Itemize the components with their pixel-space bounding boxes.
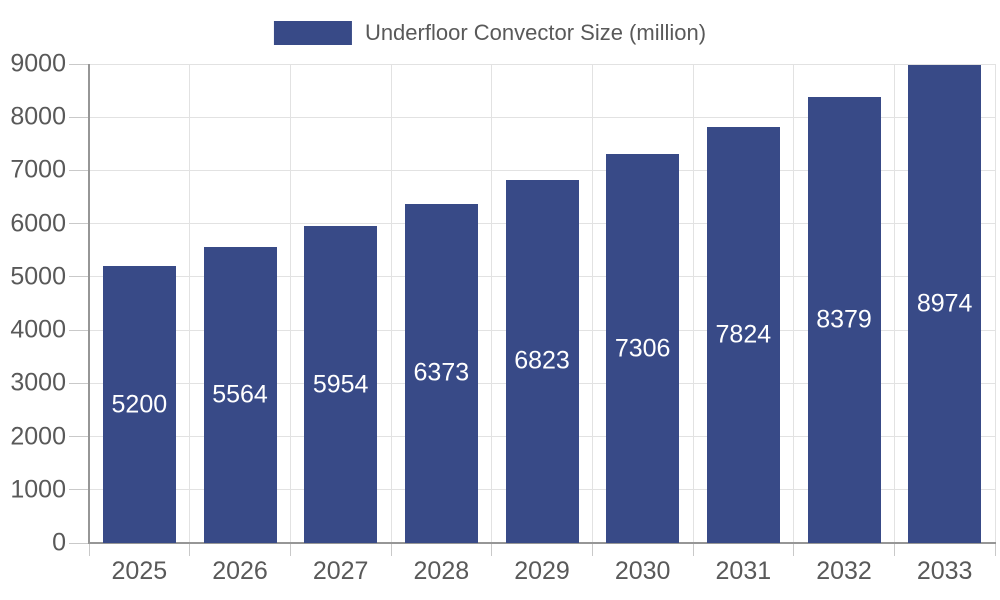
x-gridline xyxy=(491,64,493,543)
y-gridline xyxy=(89,116,995,118)
y-axis-line xyxy=(87,64,90,543)
y-tick xyxy=(69,489,89,491)
x-gridline xyxy=(189,64,191,543)
x-axis-label-2030: 2030 xyxy=(614,557,671,585)
x-axis-label-2026: 2026 xyxy=(212,557,268,585)
y-axis-label: 4000 xyxy=(10,315,66,344)
y-axis-label: 5000 xyxy=(10,262,66,291)
bar-value-label-2032: 8379 xyxy=(816,305,872,334)
bar-value-label-2031: 7824 xyxy=(715,320,772,349)
bar-2033 xyxy=(908,65,982,543)
x-gridline xyxy=(893,64,895,543)
x-axis-line xyxy=(87,542,996,544)
x-tick xyxy=(88,543,90,556)
y-tick xyxy=(69,542,89,544)
y-axis-label: 8000 xyxy=(10,102,66,131)
x-gridline xyxy=(289,64,291,543)
bar-2031 xyxy=(706,126,780,543)
y-tick xyxy=(69,436,89,438)
y-gridline xyxy=(89,63,995,65)
y-axis-label: 0 xyxy=(52,528,66,557)
x-axis-label-2029: 2029 xyxy=(514,557,570,585)
x-gridline xyxy=(390,64,392,543)
x-gridline xyxy=(591,64,593,543)
y-tick xyxy=(69,223,89,225)
y-tick xyxy=(69,276,89,278)
y-axis-label: 6000 xyxy=(10,209,66,238)
y-gridline xyxy=(89,169,995,171)
y-axis-label: 2000 xyxy=(10,422,66,451)
bar-value-label-2030: 7306 xyxy=(614,334,671,363)
x-tick xyxy=(491,543,493,556)
x-gridline xyxy=(692,64,694,543)
x-tick xyxy=(390,543,392,556)
bar-value-label-2029: 6823 xyxy=(514,346,570,375)
x-gridline xyxy=(994,64,996,543)
bar-2027 xyxy=(304,226,378,543)
x-axis-label-2033: 2033 xyxy=(916,557,973,585)
bar-2025 xyxy=(102,266,176,543)
bar-2032 xyxy=(807,97,881,543)
x-axis-label-2031: 2031 xyxy=(715,557,772,585)
y-axis-label: 9000 xyxy=(10,49,66,78)
bar-value-label-2033: 8974 xyxy=(916,289,973,318)
bar-value-label-2028: 6373 xyxy=(413,358,470,387)
x-axis-label-2028: 2028 xyxy=(413,557,470,585)
y-axis-label: 3000 xyxy=(10,368,66,397)
y-tick xyxy=(69,329,89,331)
x-tick xyxy=(893,543,895,556)
bar-2026 xyxy=(203,246,277,543)
y-tick xyxy=(69,169,89,171)
x-tick xyxy=(591,543,593,556)
y-tick xyxy=(69,382,89,384)
y-tick xyxy=(69,63,89,65)
bar-2029 xyxy=(505,179,579,543)
y-tick xyxy=(69,116,89,118)
bar-2028 xyxy=(404,203,478,543)
x-tick xyxy=(793,543,795,556)
y-axis-label: 7000 xyxy=(10,155,66,184)
legend-swatch xyxy=(273,21,352,45)
x-tick xyxy=(994,543,996,556)
x-tick xyxy=(692,543,694,556)
x-tick xyxy=(289,543,291,556)
x-gridline xyxy=(793,64,795,543)
y-axis-label: 1000 xyxy=(10,475,66,504)
bar-value-label-2026: 5564 xyxy=(212,380,268,409)
x-axis-label-2027: 2027 xyxy=(312,557,369,585)
legend: Underfloor Convector Size (million) xyxy=(273,20,707,46)
x-axis-label-2032: 2032 xyxy=(816,557,872,585)
x-tick xyxy=(189,543,191,556)
bar-value-label-2027: 5954 xyxy=(312,370,369,399)
legend-label: Underfloor Convector Size (million) xyxy=(364,20,707,45)
bar-value-label-2025: 5200 xyxy=(111,390,168,419)
x-axis-label-2025: 2025 xyxy=(111,557,168,585)
bar-2030 xyxy=(606,154,680,543)
